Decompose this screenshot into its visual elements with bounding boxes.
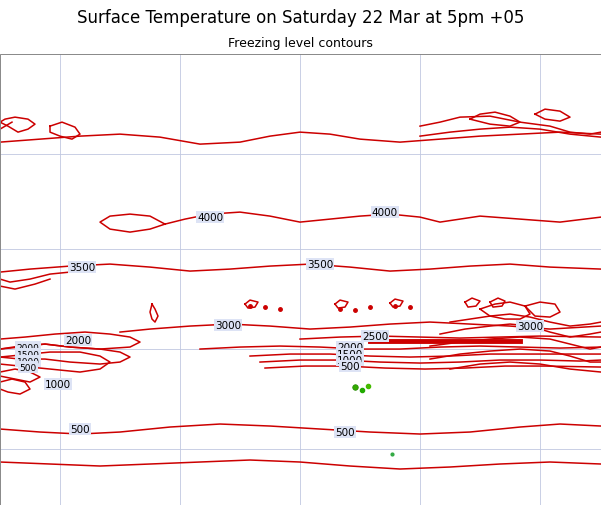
Text: 2500: 2500 <box>362 331 388 341</box>
Text: 1500: 1500 <box>337 349 363 360</box>
Text: 3000: 3000 <box>517 321 543 331</box>
Text: 2000: 2000 <box>65 335 91 345</box>
Text: 1000: 1000 <box>45 379 71 389</box>
Text: 2000: 2000 <box>17 343 40 352</box>
Text: Surface Temperature on Saturday 22 Mar at 5pm +05: Surface Temperature on Saturday 22 Mar a… <box>77 9 524 27</box>
Text: 4000: 4000 <box>197 213 223 223</box>
Text: Freezing level contours: Freezing level contours <box>228 36 373 49</box>
Text: 1000: 1000 <box>337 356 363 365</box>
Text: 500: 500 <box>19 363 37 372</box>
Text: 1500: 1500 <box>16 350 40 359</box>
Text: 2000: 2000 <box>337 342 363 352</box>
Text: 3000: 3000 <box>215 321 241 330</box>
Text: 500: 500 <box>70 424 90 434</box>
Text: 1000: 1000 <box>16 357 40 366</box>
Text: 4000: 4000 <box>372 208 398 218</box>
Text: 3500: 3500 <box>69 263 95 273</box>
Text: 3500: 3500 <box>307 260 333 270</box>
Text: 500: 500 <box>340 362 360 371</box>
Text: 500: 500 <box>335 427 355 437</box>
